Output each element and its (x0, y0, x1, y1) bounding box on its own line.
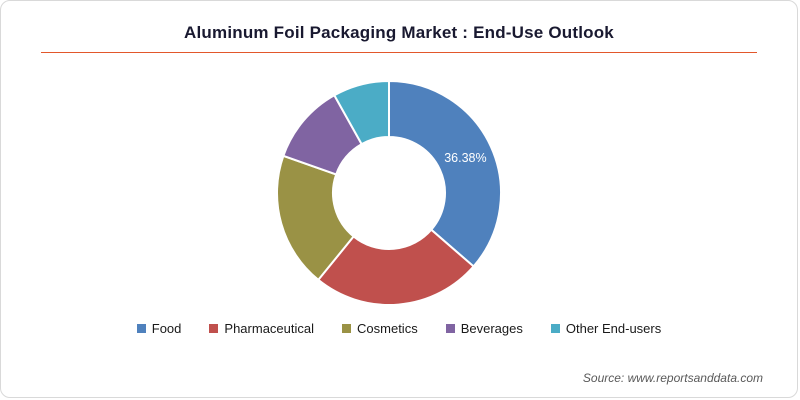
legend: Food Pharmaceutical Cosmetics Beverages Othe… (1, 321, 797, 336)
legend-label: Beverages (460, 321, 523, 336)
donut-chart: 36.38% (39, 53, 759, 315)
legend-label: Other End-users (565, 321, 662, 336)
legend-item-food: Food (136, 321, 182, 336)
slice-label: 36.38% (444, 151, 486, 165)
title-divider (41, 52, 757, 53)
source-text: Source: www.reportsanddata.com (582, 371, 763, 385)
legend-label: Pharmaceutical (224, 321, 315, 336)
chart-title: Aluminum Foil Packaging Market : End-Use… (184, 23, 614, 42)
legend-marker (550, 324, 560, 333)
pie-slice-food (388, 79, 502, 268)
legend-marker (136, 324, 146, 333)
pie-slice-other-end-users (332, 79, 390, 146)
legend-item-pharmaceutical: Pharmaceutical (209, 321, 314, 336)
pie-slice-pharmaceutical (316, 228, 475, 306)
legend-marker (445, 324, 455, 333)
legend-marker (209, 324, 219, 333)
legend-label: Food (151, 321, 182, 336)
legend-label: Cosmetics (357, 321, 418, 336)
donut-svg: 36.38% (276, 79, 502, 306)
legend-item-beverages: Beverages (445, 321, 523, 336)
legend-item-cosmetics: Cosmetics (342, 321, 418, 336)
legend-item-other-end-users: Other End-users (550, 321, 662, 336)
legend-marker (342, 324, 352, 333)
